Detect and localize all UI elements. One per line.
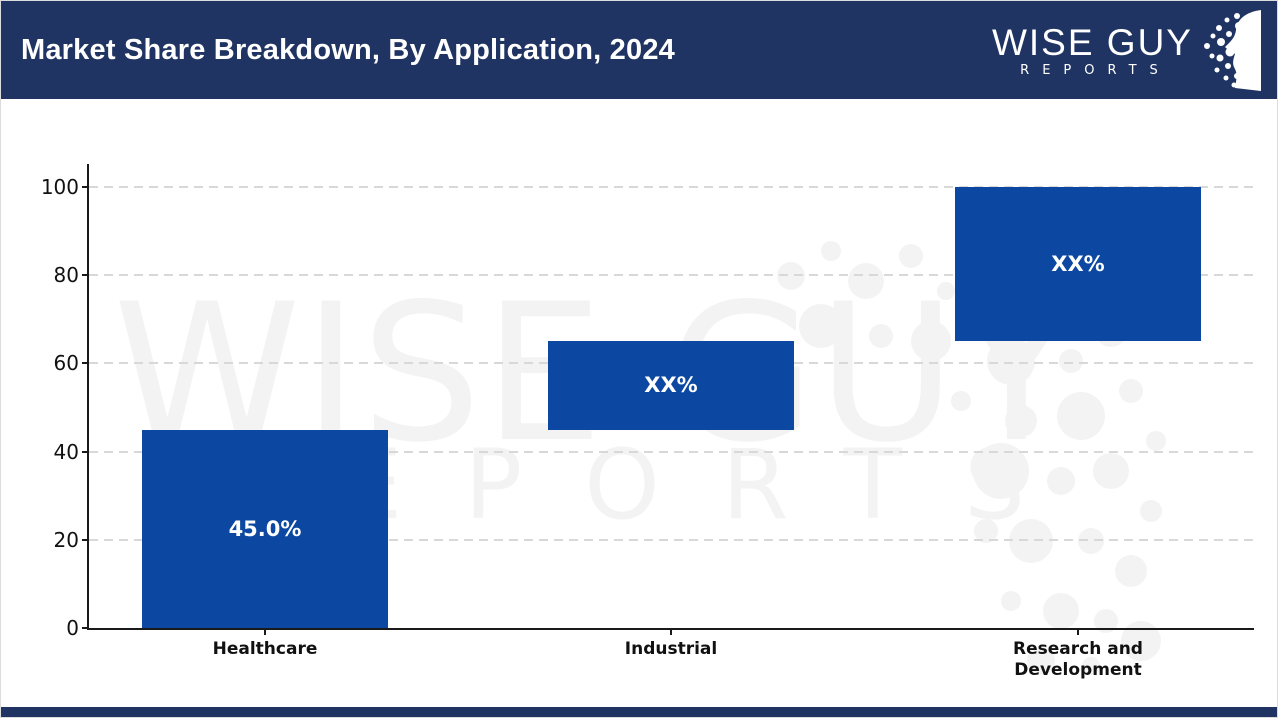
y-tick-label: 20 (53, 527, 79, 552)
y-tick-label: 60 (53, 351, 79, 376)
y-tick-mark (82, 362, 89, 365)
y-tick-mark (82, 186, 89, 188)
y-tick-mark (82, 627, 89, 629)
y-tick-label: 100 (40, 175, 79, 199)
grid-line (89, 274, 1254, 277)
grid-line (89, 450, 1254, 453)
x-category-label: Research and Development (1013, 639, 1143, 681)
x-tick-mark (264, 628, 266, 635)
x-axis-spine (87, 628, 1254, 630)
x-category-label: Industrial (624, 639, 718, 659)
bar: 45.0% (142, 429, 388, 628)
x-tick-mark (670, 628, 672, 635)
brand-logo: WISE GUY REPORTS (992, 8, 1263, 92)
y-axis-spine (87, 164, 89, 630)
brand-wordmark: WISE GUY REPORTS (992, 24, 1193, 77)
footer-bar (1, 707, 1277, 717)
y-tick-mark (82, 538, 89, 541)
header-bar: Market Share Breakdown, By Application, … (1, 1, 1277, 99)
brand-subname: REPORTS (1020, 62, 1171, 78)
grid-line (89, 186, 1254, 188)
bar: XX% (548, 341, 794, 430)
y-tick-mark (82, 450, 89, 453)
x-category-label: Healthcare (212, 639, 318, 659)
y-tick-label: 80 (53, 263, 79, 288)
x-tick-mark (1077, 628, 1079, 635)
bar-value-label: XX% (1051, 252, 1105, 277)
dotted-head-profile-icon (1204, 10, 1261, 91)
page-title: Market Share Breakdown, By Application, … (21, 33, 675, 66)
bar-value-label: 45.0% (228, 516, 302, 541)
grid-line (89, 538, 1254, 541)
bar: XX% (955, 187, 1201, 342)
brand-name: WISE GUY (991, 21, 1193, 63)
y-tick-mark (82, 274, 89, 277)
y-tick-label: 0 (66, 616, 79, 640)
bar-chart: 0 20 40 60 80 100 45.0% XX% XX% Healthcare Industr… (1, 99, 1280, 711)
y-tick-label: 40 (53, 439, 79, 464)
bar-value-label: XX% (644, 373, 698, 398)
